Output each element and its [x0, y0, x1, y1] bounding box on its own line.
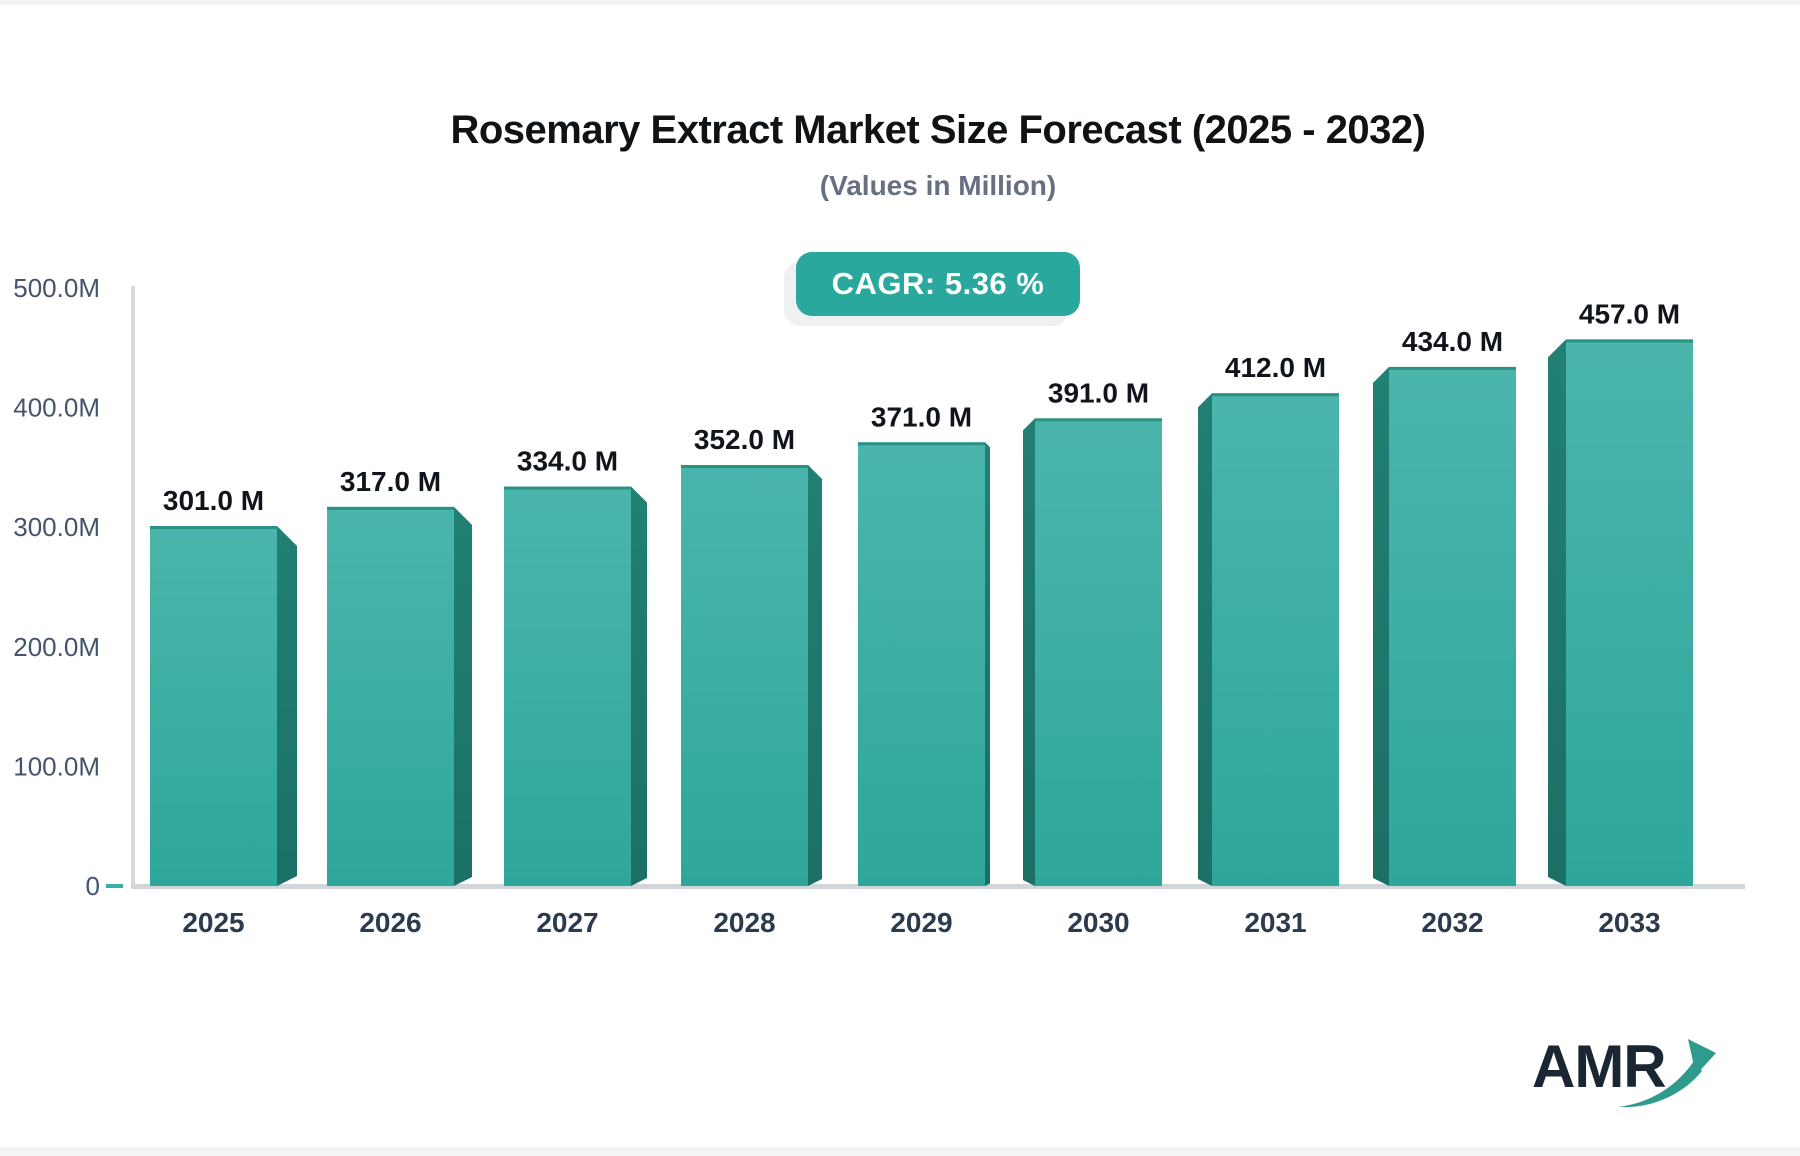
- bar-top-edge: [1389, 366, 1516, 370]
- bar-group-2032: [1373, 366, 1516, 886]
- bar-side-3d: [631, 486, 647, 886]
- labels: 301.0 M 2025 317.0 M 2026 334.0 M 2027 352.0 M…: [163, 298, 1680, 938]
- bar-group-2028: [681, 465, 822, 886]
- y-tick-label: 400.0M: [13, 393, 100, 423]
- logo-arrow-icon: [1618, 1039, 1716, 1108]
- bar-value-label: 334.0 M: [517, 446, 618, 477]
- cagr-badge-row: CAGR: 5.36 %: [76, 252, 1800, 316]
- bar-face: [1035, 418, 1162, 886]
- bar-group-2031: [1198, 393, 1339, 886]
- y-axis-line: [131, 286, 135, 886]
- bar-top-edge: [1566, 339, 1693, 343]
- bar-face: [150, 526, 277, 886]
- bar-value-label: 434.0 M: [1402, 326, 1503, 357]
- bar-value-label: 371.0 M: [871, 401, 972, 432]
- bar-side-3d: [1548, 339, 1566, 887]
- x-axis-baseline: [131, 884, 1745, 889]
- y-tick-label: 200.0M: [13, 632, 100, 662]
- logo-text: AMR: [1532, 1033, 1667, 1100]
- bar-side-3d: [985, 442, 990, 886]
- bar-top-edge: [681, 465, 808, 469]
- bar-group-2027: [504, 486, 647, 886]
- brand-logo: AMR: [1520, 1024, 1740, 1124]
- bar-group-2030: [1023, 418, 1162, 886]
- bar-face: [327, 506, 454, 886]
- x-tick-label: 2027: [536, 907, 598, 938]
- bar-top-edge: [327, 506, 454, 510]
- y-tick-label: 0: [86, 871, 100, 901]
- bar-face: [1389, 366, 1516, 886]
- bar-value-label: 317.0 M: [340, 466, 441, 497]
- x-tick-label: 2026: [359, 907, 421, 938]
- x-tick-label: 2029: [890, 907, 952, 938]
- bar-face: [858, 442, 985, 886]
- bar-value-label: 391.0 M: [1048, 377, 1149, 408]
- bar-side-3d: [1373, 366, 1389, 886]
- bar-side-3d: [1198, 393, 1212, 886]
- zero-tick-mark: [106, 884, 123, 888]
- bar-face: [504, 486, 631, 886]
- bar-side-3d: [808, 465, 822, 886]
- bar-side-3d: [1023, 418, 1035, 886]
- bars: [150, 339, 1693, 887]
- bar-top-edge: [504, 486, 631, 490]
- bar-group-2033: [1548, 339, 1693, 887]
- axes: 0 100.0M 200.0M 300.0M 400.0M 500.0M: [13, 273, 1745, 901]
- cagr-badge: CAGR: 5.36 %: [795, 252, 1081, 316]
- x-tick-label: 2030: [1067, 907, 1129, 938]
- y-tick-label: 300.0M: [13, 512, 100, 542]
- bar-value-label: 301.0 M: [163, 485, 264, 516]
- bar-side-3d: [277, 526, 297, 886]
- y-tick-label: 500.0M: [13, 273, 100, 303]
- bar-group-2029: [858, 442, 990, 886]
- chart-subtitle: (Values in Million): [819, 170, 1057, 201]
- x-tick-label: 2031: [1244, 907, 1306, 938]
- x-tick-label: 2032: [1421, 907, 1483, 938]
- x-tick-label: 2025: [182, 907, 244, 938]
- bar-top-edge: [1212, 393, 1339, 397]
- bar-top-edge: [1035, 418, 1162, 422]
- y-tick-label: 100.0M: [13, 751, 100, 781]
- bar-value-label: 412.0 M: [1225, 352, 1326, 383]
- x-tick-label: 2028: [713, 907, 775, 938]
- bar-value-label: 352.0 M: [694, 424, 795, 455]
- bar-top-edge: [858, 442, 985, 446]
- bar-face: [1212, 393, 1339, 886]
- bar-top-edge: [150, 526, 277, 530]
- bar-face: [681, 465, 808, 886]
- chart-title: Rosemary Extract Market Size Forecast (2…: [450, 108, 1426, 152]
- bar-value-label: 457.0 M: [1579, 298, 1680, 329]
- bar-side-3d: [454, 506, 472, 886]
- bar-group-2025: [150, 526, 297, 886]
- bar-group-2026: [327, 506, 472, 886]
- x-tick-label: 2033: [1598, 907, 1660, 938]
- bar-face: [1566, 339, 1693, 887]
